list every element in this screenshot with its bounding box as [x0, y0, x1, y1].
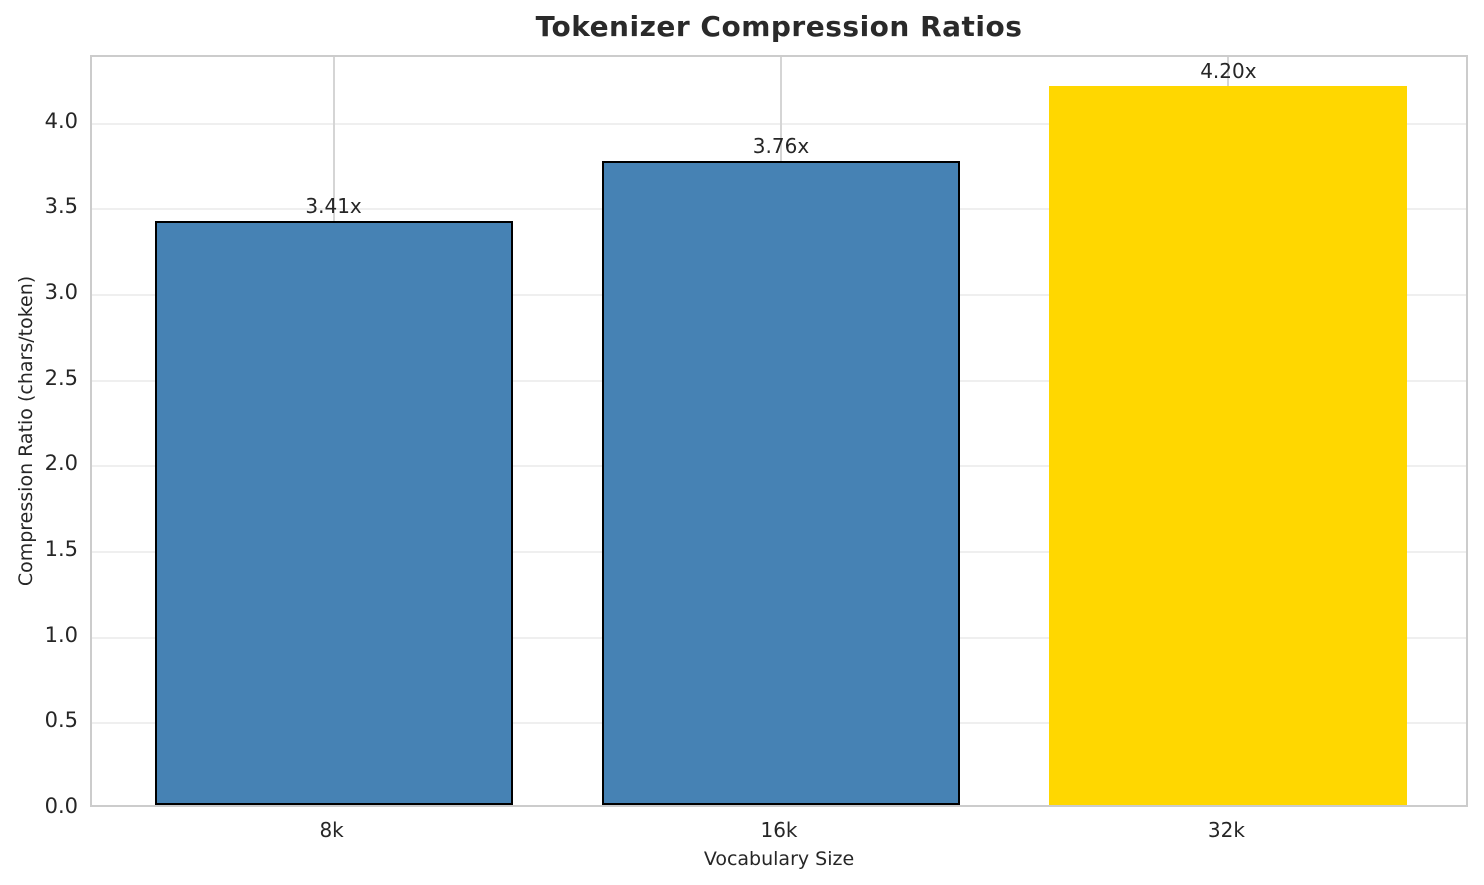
x-tick-label: 8k	[319, 818, 344, 842]
bar-16k: 3.76x	[602, 134, 960, 805]
x-tick-label: 32k	[1207, 818, 1245, 842]
y-tick-label: 2.5	[44, 365, 78, 390]
y-tick-label: 4.0	[44, 108, 78, 133]
h-gridline	[92, 122, 1466, 125]
x-axis-label: Vocabulary Size	[703, 848, 855, 870]
x-tick-label: 16k	[760, 818, 798, 842]
bar-value-label: 4.20x	[1200, 58, 1257, 83]
y-tick-label: 1.0	[44, 622, 78, 647]
y-tick-label: 0.5	[44, 708, 78, 733]
bar-rect	[1049, 85, 1408, 805]
y-tick-label: 3.5	[44, 194, 78, 219]
chart-title: Tokenizer Compression Ratios	[535, 10, 1023, 43]
y-tick-label: 2.0	[44, 451, 78, 476]
bar-rect	[154, 220, 513, 805]
bar-8k: 3.41x	[154, 194, 513, 805]
y-tick-label: 0.0	[44, 794, 78, 818]
bar-rect	[602, 160, 960, 805]
bar-32k: 4.20x	[1049, 59, 1408, 805]
plot-area: 3.41x 3.76x 4.20x	[90, 55, 1468, 807]
y-tick-label: 1.5	[44, 537, 78, 562]
bar-value-label: 3.41x	[305, 193, 362, 218]
bar-value-label: 3.76x	[752, 133, 810, 158]
y-tick-label: 3.0	[44, 280, 78, 305]
